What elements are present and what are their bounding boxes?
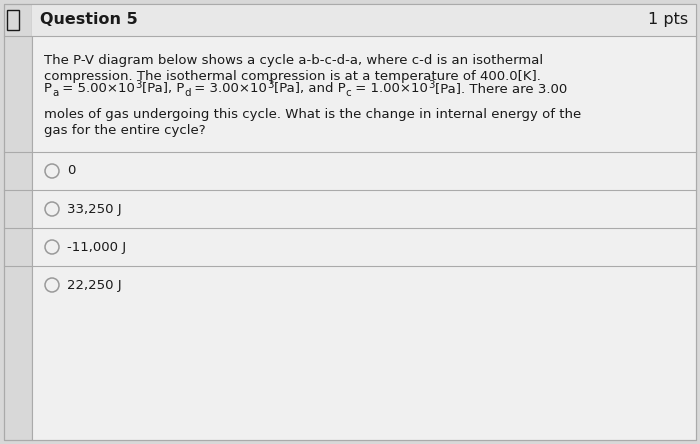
Text: P: P (44, 82, 52, 95)
Text: 3: 3 (267, 79, 274, 90)
Text: moles of gas undergoing this cycle. What is the change in internal energy of the: moles of gas undergoing this cycle. What… (44, 108, 581, 121)
Text: Question 5: Question 5 (40, 12, 138, 28)
Text: = 3.00×10: = 3.00×10 (190, 82, 267, 95)
Text: 3: 3 (135, 79, 141, 90)
Text: d: d (184, 87, 190, 98)
Text: 22,250 J: 22,250 J (67, 278, 122, 292)
Text: [Pa]. There are 3.00: [Pa]. There are 3.00 (435, 82, 567, 95)
Text: [Pa], P: [Pa], P (141, 82, 184, 95)
Text: gas for the entire cycle?: gas for the entire cycle? (44, 124, 206, 137)
Text: a: a (52, 87, 58, 98)
Text: 1 pts: 1 pts (648, 12, 688, 28)
Bar (7, 10, 19, 30)
Text: 33,250 J: 33,250 J (67, 202, 122, 215)
Bar (32, 4, 696, 36)
Text: c: c (346, 87, 351, 98)
Text: = 5.00×10: = 5.00×10 (58, 82, 135, 95)
Text: 0: 0 (67, 164, 76, 178)
Bar (4, 4, 32, 440)
Text: -11,000 J: -11,000 J (67, 241, 126, 254)
Text: 3: 3 (428, 79, 435, 90)
Text: The P-V diagram below shows a cycle a-b-c-d-a, where c-d is an isothermal: The P-V diagram below shows a cycle a-b-… (44, 54, 543, 67)
Text: = 1.00×10: = 1.00×10 (351, 82, 428, 95)
Text: compression. The isothermal compression is at a temperature of 400.0[K].: compression. The isothermal compression … (44, 70, 541, 83)
Text: [Pa], and P: [Pa], and P (274, 82, 346, 95)
